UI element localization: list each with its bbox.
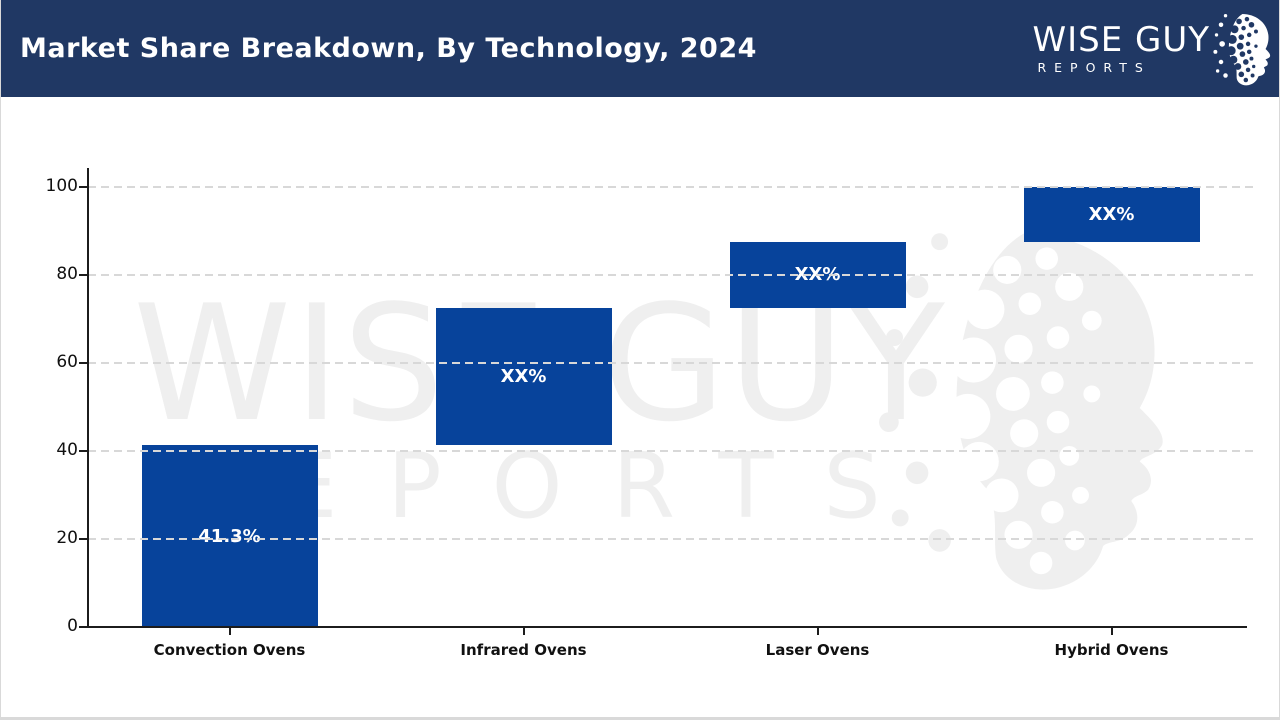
y-tick-40 bbox=[79, 450, 88, 452]
wiseguy-face-watermark-icon bbox=[872, 222, 1182, 594]
y-tick-label: 40 bbox=[56, 440, 78, 460]
gridline-40 bbox=[88, 450, 1258, 452]
wiseguy-logo-text: WISE GUY REPORTS bbox=[1032, 19, 1210, 76]
y-tick-label: 60 bbox=[56, 352, 78, 372]
category-label: Hybrid Ovens bbox=[1054, 641, 1169, 659]
y-tick-label: 20 bbox=[56, 528, 78, 548]
y-tick-80 bbox=[79, 274, 88, 276]
x-tick bbox=[228, 628, 231, 635]
y-tick-label: 100 bbox=[45, 176, 78, 196]
x-tick bbox=[816, 628, 819, 635]
bar-value-label: 41.3% bbox=[198, 525, 261, 547]
y-tick-label: 80 bbox=[56, 264, 78, 284]
gridline-100 bbox=[88, 186, 1258, 188]
x-tick bbox=[522, 628, 525, 635]
y-tick-label: 0 bbox=[67, 616, 78, 636]
category-label: Convection Ovens bbox=[153, 641, 306, 659]
category-label: Laser Ovens bbox=[765, 641, 870, 659]
y-tick-20 bbox=[79, 538, 88, 540]
x-tick bbox=[1110, 628, 1113, 635]
header-bar: Market Share Breakdown, By Technology, 2… bbox=[0, 0, 1280, 97]
gridline-80 bbox=[88, 274, 1258, 276]
category-label: Infrared Ovens bbox=[460, 641, 587, 659]
wiseguy-logo: WISE GUY REPORTS bbox=[1032, 4, 1274, 94]
wiseguy-face-icon bbox=[1212, 8, 1274, 90]
page-title: Market Share Breakdown, By Technology, 2… bbox=[20, 33, 757, 64]
waterfall-bar: 41.3% bbox=[141, 445, 318, 627]
gridline-20 bbox=[88, 538, 1258, 540]
x-axis-spine bbox=[87, 626, 1247, 628]
wiseguy-logo-line1: WISE GUY bbox=[1032, 19, 1210, 60]
y-axis-spine bbox=[87, 168, 89, 628]
gridline-60 bbox=[88, 362, 1258, 364]
y-tick-60 bbox=[79, 362, 88, 364]
bar-value-label: XX% bbox=[1088, 204, 1135, 225]
y-tick-0 bbox=[79, 626, 88, 628]
y-tick-100 bbox=[79, 186, 88, 188]
wiseguy-logo-line2: REPORTS bbox=[1037, 60, 1151, 76]
waterfall-bar: XX% bbox=[1023, 187, 1200, 242]
waterfall-bar: XX% bbox=[435, 307, 612, 446]
bar-value-label: XX% bbox=[500, 365, 547, 387]
